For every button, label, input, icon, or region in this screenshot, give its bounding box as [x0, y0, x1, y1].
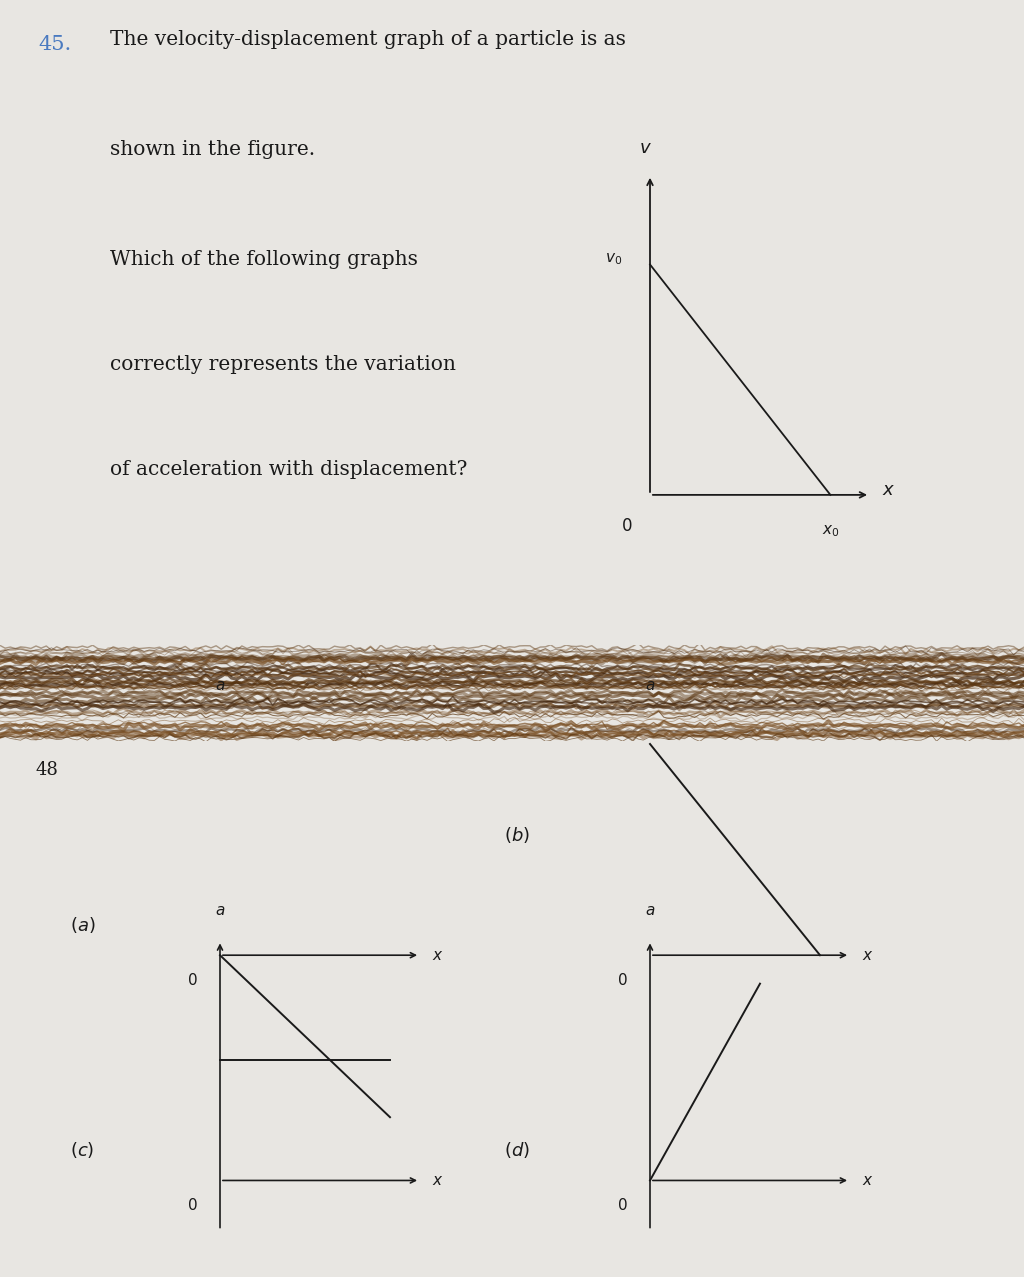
Text: 0: 0 — [618, 1198, 628, 1213]
Text: $(a)$: $(a)$ — [70, 916, 95, 935]
Text: $x$: $x$ — [862, 948, 873, 963]
Text: 45.: 45. — [38, 34, 72, 54]
Text: $x_0$: $x_0$ — [821, 522, 840, 539]
Text: Which of the following graphs: Which of the following graphs — [110, 250, 418, 269]
Text: 0: 0 — [188, 1198, 198, 1213]
Text: $a$: $a$ — [645, 678, 655, 693]
Text: The velocity-displacement graph of a particle is as: The velocity-displacement graph of a par… — [110, 29, 626, 49]
Text: 48: 48 — [35, 761, 58, 779]
Text: $a$: $a$ — [215, 903, 225, 918]
Text: $(b)$: $(b)$ — [504, 825, 530, 845]
Text: $x$: $x$ — [862, 1174, 873, 1188]
Text: $a$: $a$ — [645, 903, 655, 918]
Text: $v_0$: $v_0$ — [605, 252, 622, 267]
Text: of acceleration with displacement?: of acceleration with displacement? — [110, 460, 467, 479]
Text: shown in the figure.: shown in the figure. — [110, 140, 315, 160]
Text: 0: 0 — [188, 973, 198, 988]
Text: $v$: $v$ — [639, 139, 651, 157]
Text: $a$: $a$ — [215, 678, 225, 693]
Text: $x$: $x$ — [432, 1174, 443, 1188]
Text: 0: 0 — [618, 973, 628, 988]
Text: $x$: $x$ — [432, 948, 443, 963]
Text: $(c)$: $(c)$ — [70, 1140, 94, 1161]
Text: correctly represents the variation: correctly represents the variation — [110, 355, 456, 374]
Text: $x$: $x$ — [882, 481, 895, 499]
Text: $(d)$: $(d)$ — [504, 1140, 530, 1161]
Text: 0: 0 — [622, 517, 632, 535]
